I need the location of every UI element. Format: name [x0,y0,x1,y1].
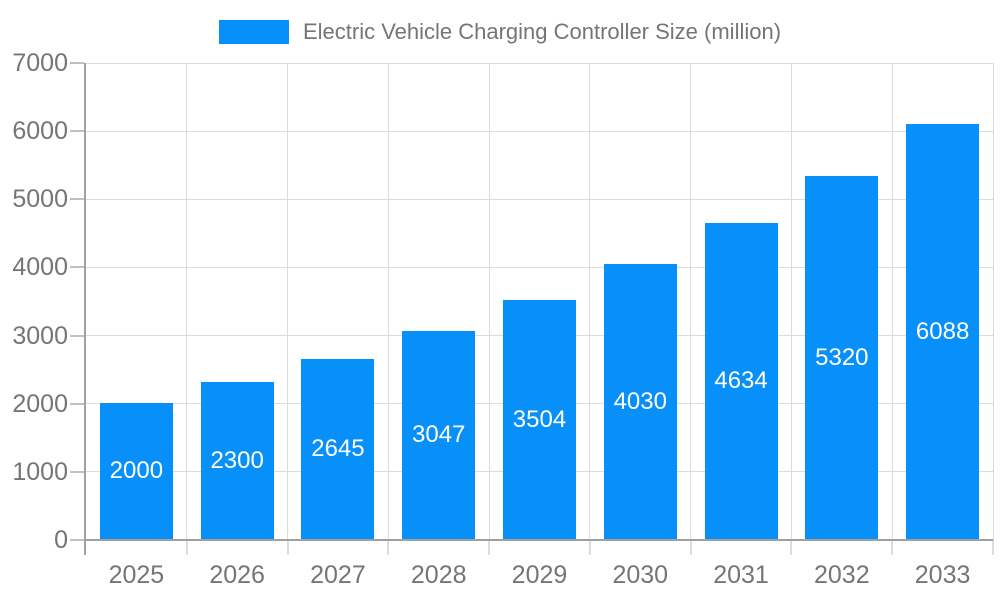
gridline [690,63,692,540]
y-axis-tick [70,470,84,473]
gridline [86,130,993,132]
y-axis-line [84,63,86,555]
gridline [891,63,893,540]
y-axis-tick [70,539,84,541]
y-axis-tick [70,334,84,337]
gridline [186,63,188,540]
y-tick-label: 3000 [12,321,68,350]
y-tick-label: 5000 [12,185,68,214]
bar-value-label: 4634 [714,367,768,395]
x-tick-label: 2031 [713,561,769,589]
legend-swatch [218,20,289,44]
y-axis-labels: 0 1000 2000 3000 4000 5000 6000 7000 [0,50,68,553]
gridline [589,63,591,540]
bar-2029[interactable]: 3504 [503,300,576,539]
y-axis-tick [70,402,84,405]
x-tick-label: 2032 [814,561,870,589]
bar-2026[interactable]: 2300 [200,382,274,539]
x-tick-label: 2030 [612,561,669,589]
bar-2033[interactable]: 6088 [906,124,980,539]
x-axis-tick [689,540,692,555]
y-axis-tick [70,198,84,201]
gridline [86,198,993,200]
bar-value-label: 2300 [210,446,264,474]
x-axis-tick [488,540,491,555]
bar-value-label: 2645 [311,434,365,462]
bar-value-label: 5320 [815,343,869,371]
x-axis-tick [387,540,390,555]
gridline [86,62,993,64]
bar-value-label: 4030 [613,387,667,415]
bar-2031[interactable]: 4634 [704,223,778,539]
x-tick-label: 2025 [108,561,165,589]
y-axis-tick [70,266,84,269]
x-axis-labels: 2025 2026 2027 2028 2029 2030 2031 2032 2033 [86,561,993,591]
x-axis-tick [992,540,994,555]
y-tick-label: 6000 [12,117,68,146]
bar-2025[interactable]: 2000 [99,402,173,539]
gridline [488,63,490,540]
gridline [86,266,993,268]
bar-2028[interactable]: 3047 [402,331,476,539]
legend[interactable]: Electric Vehicle Charging Controller Siz… [0,17,1000,47]
y-axis-tick [70,62,84,64]
bar-value-label: 6088 [915,317,970,345]
y-tick-label: 7000 [12,49,68,77]
bar-2030[interactable]: 4030 [603,264,677,539]
x-tick-label: 2033 [914,561,971,589]
y-tick-label: 0 [54,526,68,554]
x-tick-label: 2027 [310,561,366,589]
bar-value-label: 3047 [412,421,466,449]
x-tick-label: 2028 [410,561,467,589]
gridline [387,63,389,540]
x-axis-tick [185,540,188,555]
x-tick-label: 2029 [511,561,568,589]
y-tick-label: 2000 [12,389,68,418]
y-tick-label: 1000 [12,457,68,486]
x-axis-tick [790,540,793,555]
x-axis-tick [891,540,894,555]
bar-2032[interactable]: 5320 [805,176,879,539]
bar-value-label: 3504 [512,405,567,433]
bar-value-label: 2000 [109,456,164,484]
bar-2027[interactable]: 2645 [301,358,375,539]
x-axis-line [86,539,993,541]
gridline [287,63,289,540]
legend-label: Electric Vehicle Charging Controller Siz… [302,19,782,44]
x-axis-tick [286,540,289,555]
x-axis-tick [588,540,591,555]
gridline [992,63,994,540]
x-tick-label: 2026 [209,561,265,589]
y-axis-tick [70,130,84,133]
gridline [790,63,792,540]
y-tick-label: 4000 [12,253,68,282]
plot-area: 2000 2300 2645 3047 3504 4030 4634 5320 6088 [70,62,994,555]
